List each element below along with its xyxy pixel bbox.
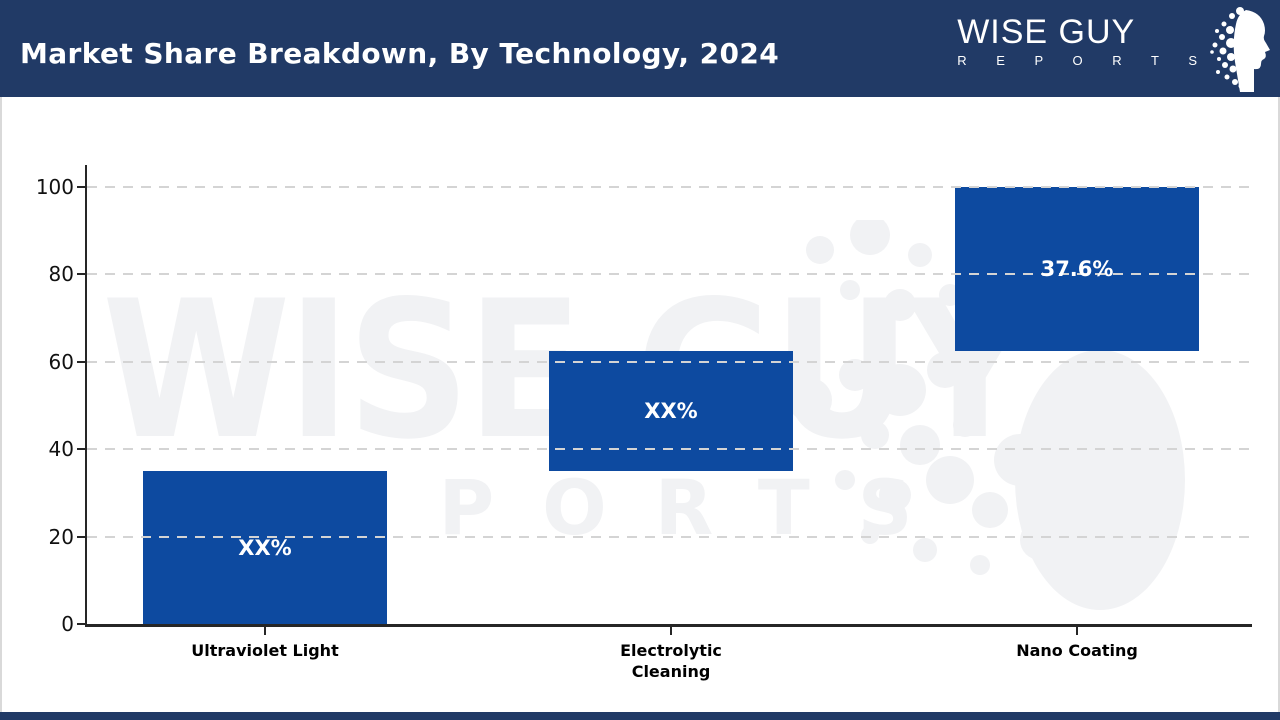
bar-segment — [143, 471, 387, 624]
gridline — [87, 448, 1252, 451]
y-tick-label: 0 — [61, 612, 74, 636]
bar-value-label: XX% — [238, 535, 292, 560]
x-category-label: Electrolytic Cleaning — [620, 641, 722, 681]
y-tick-label: 60 — [48, 349, 74, 374]
footer-bar — [0, 712, 1280, 720]
brand-logo: WISE GUY R E P O R T S — [957, 14, 1210, 70]
gridline — [87, 360, 1252, 363]
x-tick-mark — [1076, 627, 1079, 635]
y-tick-mark — [77, 535, 85, 538]
x-tick-mark — [670, 627, 672, 635]
y-tick-label: 20 — [48, 524, 74, 549]
gridline — [87, 273, 1252, 276]
page-title: Market Share Breakdown, By Technology, 2… — [20, 37, 780, 70]
logo-subtitle: R E P O R T S — [957, 53, 1210, 68]
logo-wordmark: WISE GUY — [957, 13, 1136, 51]
header-bar: Market Share Breakdown, By Technology, 2… — [0, 0, 1280, 97]
x-category-label: Nano Coating — [1016, 641, 1138, 660]
y-tick-mark — [77, 360, 85, 363]
y-tick-mark — [77, 448, 85, 451]
bar-segment — [549, 351, 793, 471]
x-category-label: Ultraviolet Light — [191, 641, 339, 660]
bar-value-label: XX% — [644, 399, 698, 424]
y-tick-mark — [77, 623, 85, 625]
logo-face-icon — [1210, 7, 1270, 92]
gridline — [87, 535, 1252, 538]
gridline — [87, 185, 1252, 188]
plot-area: XX% XX% 37.6% — [85, 165, 1252, 627]
y-tick-mark — [77, 185, 85, 188]
x-tick-mark — [264, 627, 266, 635]
y-tick-label: 100 — [35, 174, 74, 199]
bar-value-label: 37.6% — [1040, 257, 1114, 282]
y-tick-mark — [77, 273, 85, 276]
y-tick-label: 40 — [48, 437, 74, 462]
y-tick-label: 80 — [48, 262, 74, 287]
